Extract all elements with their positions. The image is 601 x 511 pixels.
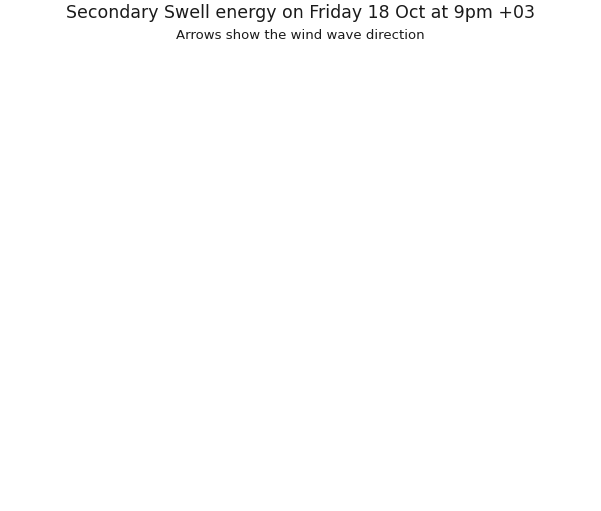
Text: Arrows show the wind wave direction: Arrows show the wind wave direction <box>176 30 425 42</box>
Text: Secondary Swell energy on Friday 18 Oct at 9pm +03: Secondary Swell energy on Friday 18 Oct … <box>66 4 535 21</box>
Text: cartopy required: cartopy required <box>243 271 358 285</box>
